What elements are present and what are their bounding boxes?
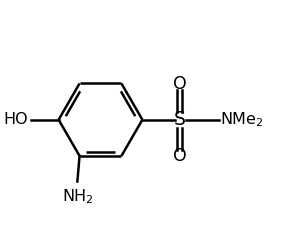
Text: HO: HO	[3, 112, 28, 127]
Text: O: O	[173, 74, 187, 93]
Text: O: O	[173, 147, 187, 165]
Text: S: S	[174, 110, 186, 129]
Text: NH$_2$: NH$_2$	[62, 188, 93, 206]
Text: NMe$_2$: NMe$_2$	[219, 110, 263, 129]
